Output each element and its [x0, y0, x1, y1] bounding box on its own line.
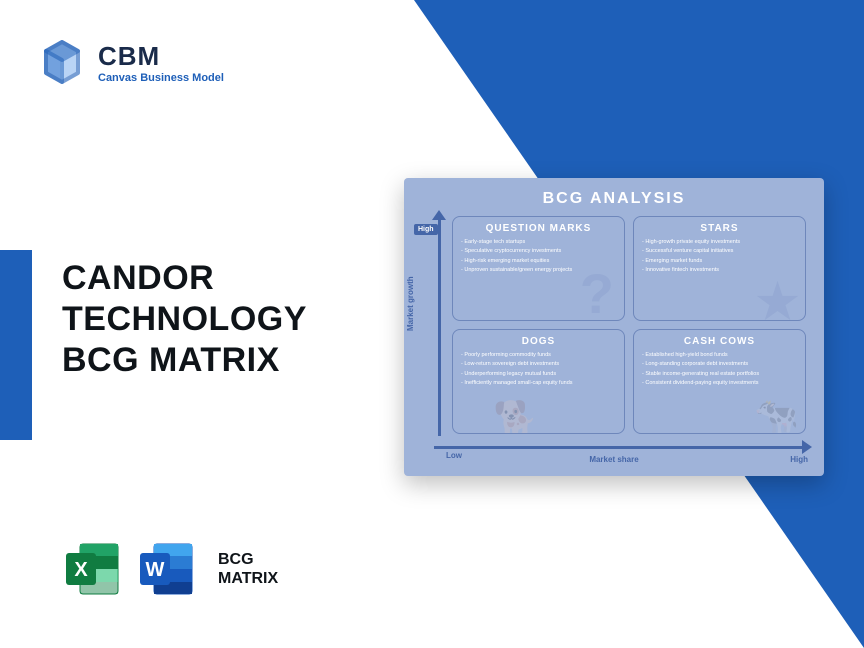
list-item: Low-return sovereign debt investments — [461, 360, 616, 369]
bcg-title: BCG ANALYSIS — [418, 190, 810, 208]
y-axis-arrow-icon — [432, 210, 446, 220]
list-item: Emerging market funds — [642, 257, 797, 266]
bcg-matrix-card: BCG ANALYSIS High Market growth ? QUESTI… — [404, 178, 824, 476]
list-item: Poorly performing commodity funds — [461, 351, 616, 360]
list-item: Consistent dividend-paying equity invest… — [642, 379, 797, 388]
quadrant-items: Established high-yield bond funds Long-s… — [642, 351, 797, 388]
list-item: Long-standing corporate debt investments — [642, 360, 797, 369]
list-item: High-growth private equity investments — [642, 238, 797, 247]
quadrant-cash-cows: 🐄 CASH COWS Established high-yield bond … — [633, 329, 806, 434]
y-axis-line — [438, 216, 441, 436]
bcg-grid: ? QUESTION MARKS Early-stage tech startu… — [452, 216, 806, 434]
list-item: Established high-yield bond funds — [642, 351, 797, 360]
list-item: Inefficiently managed small-cap equity f… — [461, 379, 616, 388]
list-item: Early-stage tech startups — [461, 238, 616, 247]
quadrant-title: DOGS — [461, 336, 616, 347]
x-axis-title: Market share — [589, 455, 638, 464]
excel-icon: X — [62, 538, 124, 600]
quadrant-dogs: 🐕 DOGS Poorly performing commodity funds… — [452, 329, 625, 434]
list-item: Underperforming legacy mutual funds — [461, 370, 616, 379]
brand-logo-icon — [38, 38, 86, 86]
x-axis-high-label: High — [790, 455, 808, 464]
list-item: Innovative fintech investments — [642, 266, 797, 275]
apps-label-line2: MATRIX — [218, 569, 278, 588]
list-item: Stable income-generating real estate por… — [642, 370, 797, 379]
x-axis-line — [434, 446, 806, 449]
word-icon: W — [136, 538, 198, 600]
y-axis-high-label: High — [414, 224, 438, 235]
bcg-body: High Market growth ? QUESTION MARKS Earl… — [418, 216, 810, 464]
quadrant-title: QUESTION MARKS — [461, 223, 616, 234]
brand-text: CBM Canvas Business Model — [98, 41, 224, 84]
left-accent-bar — [0, 250, 32, 440]
quadrant-question-marks: ? QUESTION MARKS Early-stage tech startu… — [452, 216, 625, 321]
y-axis-title: Market growth — [406, 276, 415, 331]
quadrant-title: STARS — [642, 223, 797, 234]
svg-text:W: W — [146, 559, 165, 581]
y-axis-low-label: Low — [446, 451, 462, 460]
brand-tagline: Canvas Business Model — [98, 72, 224, 84]
page-title: CANDOR TECHNOLOGY BCG MATRIX — [62, 258, 362, 380]
list-item: High-risk emerging market equities — [461, 257, 616, 266]
brand-logo-area: CBM Canvas Business Model — [38, 38, 224, 86]
star-icon: ★ — [756, 274, 799, 321]
quadrant-title: CASH COWS — [642, 336, 797, 347]
x-axis — [434, 442, 806, 452]
x-axis-arrow-icon — [802, 440, 812, 454]
svg-text:X: X — [74, 559, 88, 581]
apps-label: BCG MATRIX — [218, 550, 278, 588]
quadrant-items: High-growth private equity investments S… — [642, 238, 797, 275]
list-item: Unproven sustainable/green energy projec… — [461, 266, 616, 275]
apps-label-line1: BCG — [218, 550, 278, 569]
cow-icon: 🐄 — [754, 395, 799, 434]
list-item: Successful venture capital initiatives — [642, 247, 797, 256]
dog-icon: 🐕 — [493, 399, 538, 434]
quadrant-items: Early-stage tech startups Speculative cr… — [461, 238, 616, 275]
quadrant-stars: ★ STARS High-growth private equity inves… — [633, 216, 806, 321]
y-axis — [434, 216, 444, 436]
quadrant-items: Poorly performing commodity funds Low-re… — [461, 351, 616, 388]
list-item: Speculative cryptocurrency investments — [461, 247, 616, 256]
apps-row: X W BCG MATRIX — [62, 538, 278, 600]
brand-name: CBM — [98, 41, 224, 72]
